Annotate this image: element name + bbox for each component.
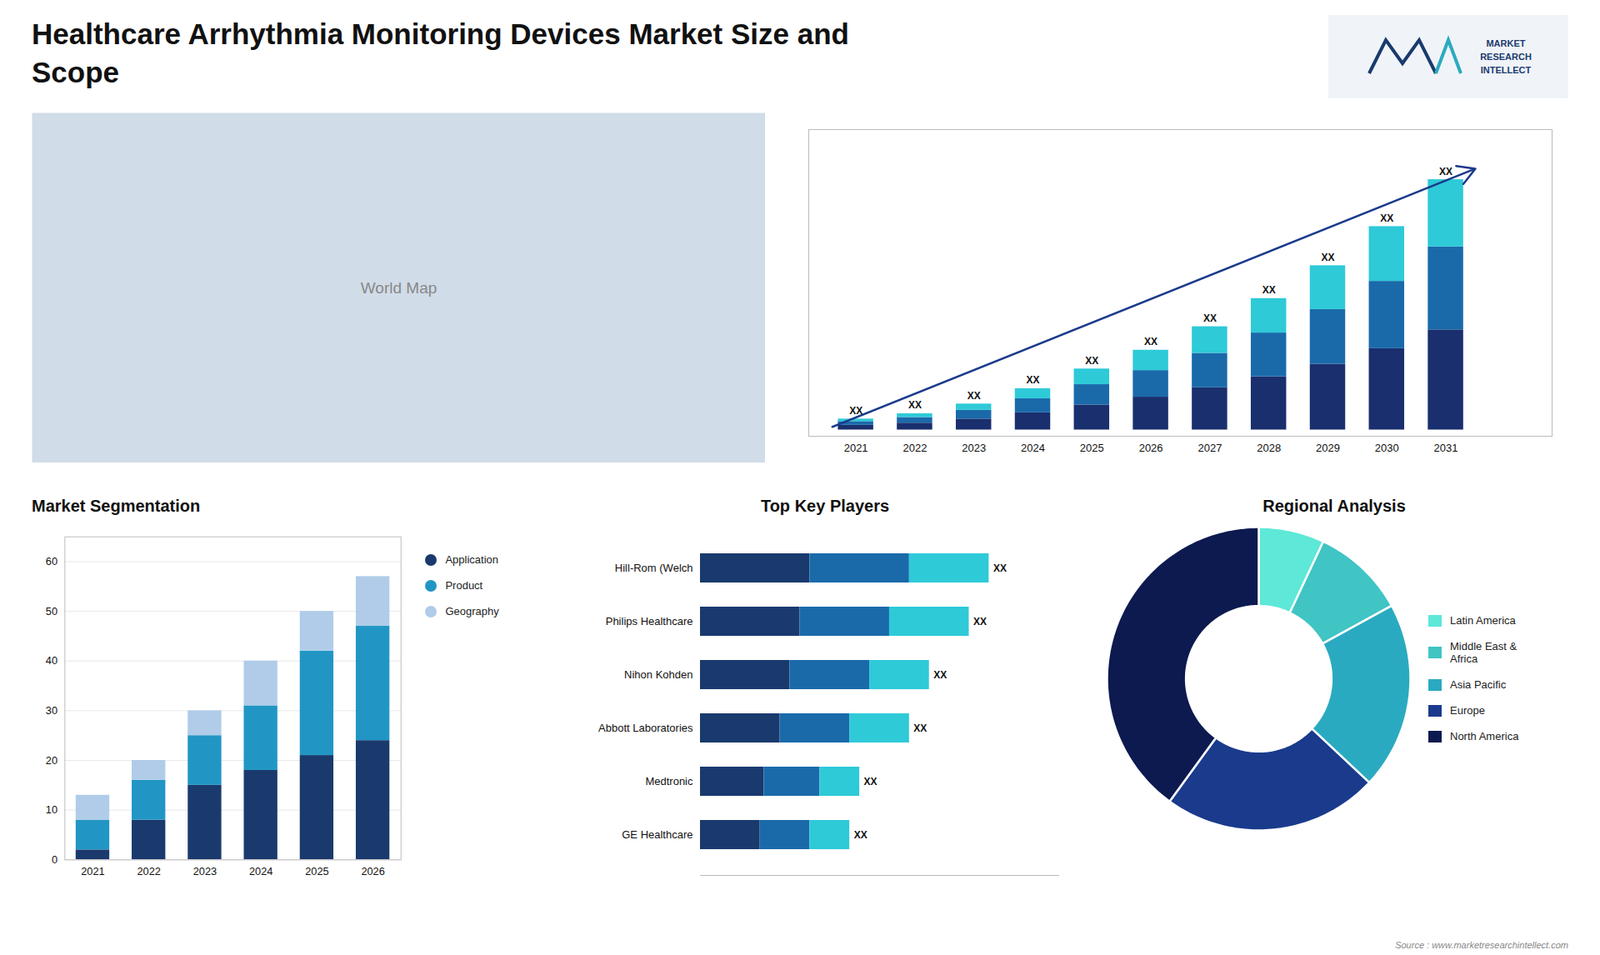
html-text:RESEARCH: RESEARCH	[1480, 51, 1532, 62]
svg-text:10: 10	[45, 803, 58, 816]
svg-text:Nihon Kohden: Nihon Kohden	[624, 668, 693, 681]
svg-text:XX: XX	[1085, 355, 1099, 367]
svg-text:GE Healthcare: GE Healthcare	[621, 828, 693, 841]
svg-text:XX: XX	[1203, 312, 1217, 325]
svg-text:2021: 2021	[844, 441, 869, 455]
html-text:INTELLECT: INTELLECT	[1480, 65, 1531, 75]
svg-text:XX: XX	[913, 722, 927, 735]
svg-text:2022: 2022	[902, 441, 927, 455]
html-text:Europe: Europe	[1450, 704, 1485, 717]
svg-text:XX: XX	[1380, 212, 1394, 225]
svg-text:XX: XX	[1439, 165, 1453, 178]
svg-text:XX: XX	[854, 829, 868, 841]
svg-text:2028: 2028	[1256, 441, 1281, 455]
svg-text:30: 30	[45, 704, 58, 717]
html-text:Healthcare Arrhythmia Monitori: Healthcare Arrhythmia Monitoring Devices…	[31, 17, 850, 88]
html-text:Middle East & Africa: Middle East & Africa	[1450, 640, 1517, 665]
svg-text:40: 40	[45, 654, 58, 667]
html-text:Product: Product	[445, 579, 483, 592]
svg-text:2030: 2030	[1375, 441, 1400, 455]
html-text:Market Segmentation: Market Segmentation	[31, 496, 201, 515]
svg-text:2021: 2021	[80, 865, 105, 878]
svg-text:XX: XX	[1262, 284, 1276, 296]
svg-text:20: 20	[45, 754, 58, 767]
html-text:Latin America: Latin America	[1450, 614, 1516, 627]
svg-text:XX: XX	[1320, 251, 1335, 264]
svg-text:XX: XX	[849, 404, 863, 417]
svg-text:0: 0	[51, 853, 58, 866]
svg-text:2031: 2031	[1434, 441, 1459, 455]
svg-text:XX: XX	[864, 775, 878, 788]
html-text:Asia Pacific: Asia Pacific	[1450, 678, 1506, 691]
svg-text:XX: XX	[1144, 335, 1158, 348]
html-text:Application: Application	[445, 553, 499, 566]
svg-text:2023: 2023	[961, 441, 986, 455]
svg-text:XX: XX	[933, 669, 947, 681]
html-text:Top Key Players: Top Key Players	[760, 496, 890, 515]
svg-text:2023: 2023	[193, 865, 217, 878]
html-text:Geography: Geography	[445, 605, 499, 618]
svg-text:2029: 2029	[1315, 441, 1340, 455]
svg-text:2024: 2024	[249, 865, 273, 878]
svg-text:2026: 2026	[1139, 441, 1164, 455]
html-text:MARKET: MARKET	[1486, 38, 1526, 49]
html-text:Source : www.marketresearchint: Source : www.marketresearchintellect.com	[1395, 940, 1569, 950]
svg-text:2025: 2025	[1080, 441, 1105, 455]
svg-text:2027: 2027	[1197, 441, 1222, 455]
html-text:Regional Analysis: Regional Analysis	[1262, 496, 1406, 515]
svg-text:60: 60	[45, 555, 58, 568]
svg-text:2026: 2026	[360, 865, 385, 878]
svg-text:XX: XX	[908, 399, 922, 411]
svg-text:2024: 2024	[1020, 441, 1045, 455]
svg-text:XX: XX	[993, 562, 1007, 575]
svg-text:Medtronic: Medtronic	[645, 775, 694, 788]
svg-text:2025: 2025	[305, 865, 329, 878]
svg-text:XX: XX	[1026, 374, 1040, 386]
svg-text:50: 50	[45, 605, 58, 618]
svg-text:2022: 2022	[136, 865, 160, 878]
svg-text:XX: XX	[973, 615, 987, 628]
html-text:North America: North America	[1450, 730, 1519, 743]
svg-text:Hill-Rom (Welch: Hill-Rom (Welch	[615, 561, 694, 575]
svg-text:Abbott Laboratories: Abbott Laboratories	[598, 721, 694, 735]
svg-text:World Map: World Map	[360, 279, 438, 297]
svg-text:Philips Healthcare: Philips Healthcare	[605, 615, 694, 628]
svg-text:XX: XX	[967, 390, 981, 402]
